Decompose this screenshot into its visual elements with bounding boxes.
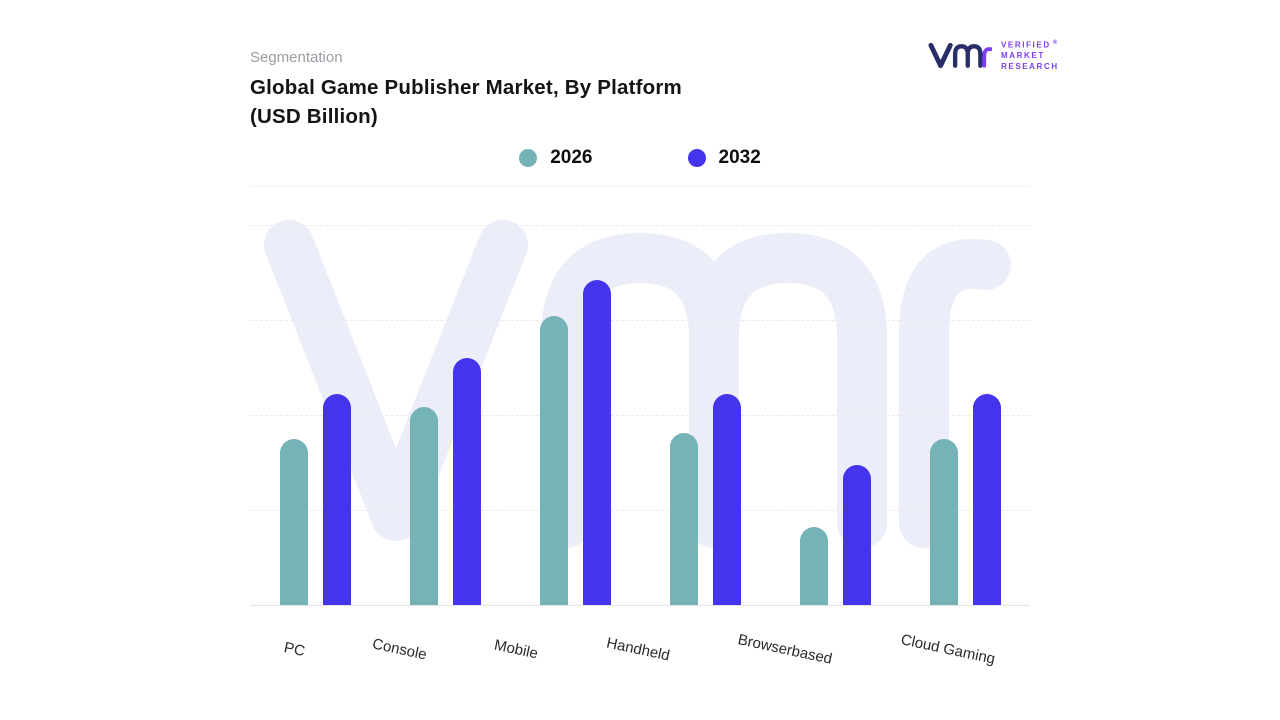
gridline xyxy=(250,320,1030,321)
bar-2032-cloud-gaming xyxy=(972,393,1001,605)
brand-line-verified: VERIFIED xyxy=(1001,40,1051,50)
bar-group-browserbased xyxy=(799,225,871,605)
legend-dot-2026 xyxy=(519,149,538,167)
x-axis-label-console: Console xyxy=(370,635,429,664)
bar-2026-handheld xyxy=(669,432,698,605)
segmentation-label: Segmentation xyxy=(250,49,343,66)
legend-item-2032: 2032 xyxy=(687,147,761,169)
vmr-logo-icon xyxy=(928,42,992,69)
bar-2032-console xyxy=(452,358,481,605)
bar-2032-handheld xyxy=(712,393,741,605)
x-axis-labels: PC Console Mobile Handheld Browserbased Cloud… xyxy=(250,631,1030,668)
brand-text: VERIFIED ® MARKET RESEARCH xyxy=(1001,38,1067,72)
logo-v-stroke xyxy=(928,42,953,69)
legend-label-2032: 2032 xyxy=(718,147,761,168)
bar-2026-mobile xyxy=(539,315,568,605)
logo-m-stroke xyxy=(952,44,983,68)
bar-2026-browserbased xyxy=(799,527,828,605)
bars-container xyxy=(250,225,1030,605)
legend: 2026 2032 xyxy=(250,147,1030,169)
legend-item-2026: 2026 xyxy=(519,147,593,169)
bar-2026-cloud-gaming xyxy=(929,439,958,605)
vmr-watermark-icon xyxy=(264,220,1011,548)
x-axis-label-browserbased: Browserbased xyxy=(736,631,834,668)
bar-group-handheld xyxy=(669,225,741,605)
watermark-m-stroke xyxy=(541,233,887,548)
bar-2026-pc xyxy=(279,439,308,605)
registered-trademark: ® xyxy=(1052,39,1059,46)
gridline xyxy=(250,225,1030,226)
bar-group-cloud-gaming xyxy=(929,225,1001,605)
legend-divider xyxy=(250,186,1030,187)
bar-2032-pc xyxy=(322,393,351,605)
bar-group-pc xyxy=(279,225,351,605)
legend-label-2026: 2026 xyxy=(550,147,593,168)
gridline xyxy=(250,510,1030,511)
bar-2026-console xyxy=(409,406,438,605)
watermark-v-stroke xyxy=(264,220,528,541)
x-axis-label-handheld: Handheld xyxy=(604,634,671,665)
bar-group-mobile xyxy=(539,225,611,605)
x-axis-label-cloud-gaming: Cloud Gaming xyxy=(899,631,998,668)
gridline xyxy=(250,415,1030,416)
watermark-r-stroke xyxy=(899,238,1011,548)
chart-title-line2: (USD Billion) xyxy=(250,105,378,128)
bar-2032-mobile xyxy=(582,280,611,605)
logo-r-stroke xyxy=(982,47,992,68)
bar-group-console xyxy=(409,225,481,605)
plot-area xyxy=(250,220,1030,606)
brand-line-market: MARKET xyxy=(1001,51,1045,61)
x-axis-label-mobile: Mobile xyxy=(492,636,540,663)
x-axis-label-pc: PC xyxy=(282,639,307,660)
brand-line-research: RESEARCH xyxy=(1001,61,1059,71)
legend-dot-2032 xyxy=(687,149,706,167)
chart-title-line1: Global Game Publisher Market, By Platfor… xyxy=(250,76,682,99)
bar-2032-browserbased xyxy=(842,465,871,605)
vmr-logo: VERIFIED ® MARKET RESEARCH xyxy=(928,36,1067,74)
chart-title: Global Game Publisher Market, By Platfor… xyxy=(250,73,682,131)
